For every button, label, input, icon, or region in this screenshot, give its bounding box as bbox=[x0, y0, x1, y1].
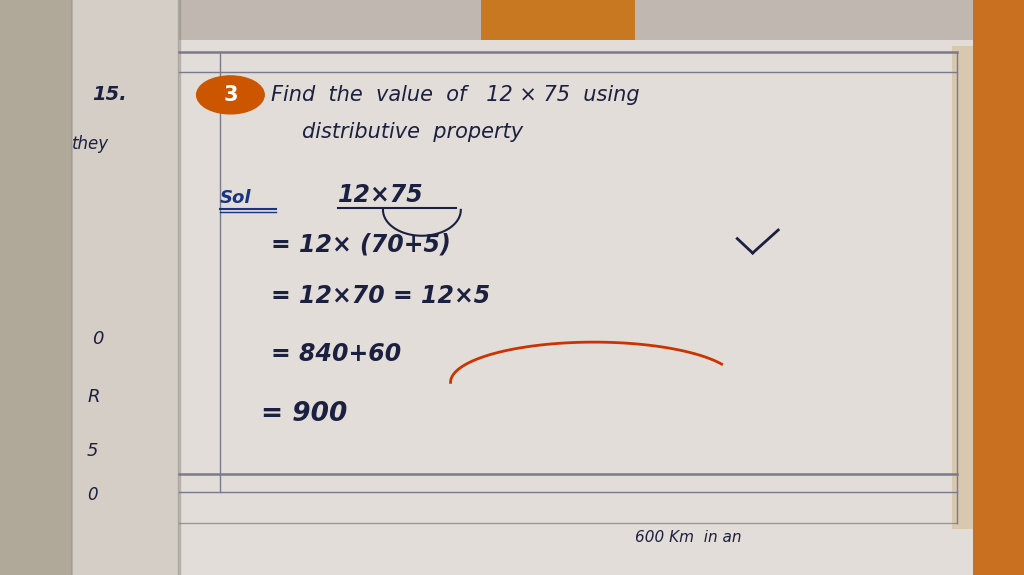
Text: 15.: 15. bbox=[92, 85, 127, 105]
Bar bbox=[973, 0, 1024, 575]
Bar bbox=[481, 0, 635, 40]
Text: R: R bbox=[87, 388, 99, 406]
Text: 0: 0 bbox=[87, 485, 97, 504]
Polygon shape bbox=[0, 0, 72, 575]
Text: distributive  property: distributive property bbox=[302, 122, 523, 142]
Bar bbox=[72, 0, 179, 575]
Text: 12×75: 12×75 bbox=[338, 183, 424, 208]
Text: 5: 5 bbox=[87, 442, 98, 461]
Text: they: they bbox=[72, 135, 109, 153]
Text: = 840+60: = 840+60 bbox=[271, 342, 401, 366]
Text: 0: 0 bbox=[92, 330, 103, 348]
Bar bbox=[952, 46, 973, 529]
Text: 600 Km  in an: 600 Km in an bbox=[635, 530, 741, 545]
Text: = 900: = 900 bbox=[261, 401, 347, 427]
Text: = 12× (70+5): = 12× (70+5) bbox=[271, 232, 452, 256]
Bar bbox=[179, 0, 1024, 40]
Text: Find  the  value  of   12 × 75  using: Find the value of 12 × 75 using bbox=[271, 85, 640, 105]
Circle shape bbox=[197, 76, 264, 114]
Bar bbox=[179, 0, 1024, 575]
Text: 3: 3 bbox=[223, 85, 238, 105]
Text: Sol: Sol bbox=[220, 189, 252, 208]
Text: = 12×70 = 12×5: = 12×70 = 12×5 bbox=[271, 284, 490, 308]
